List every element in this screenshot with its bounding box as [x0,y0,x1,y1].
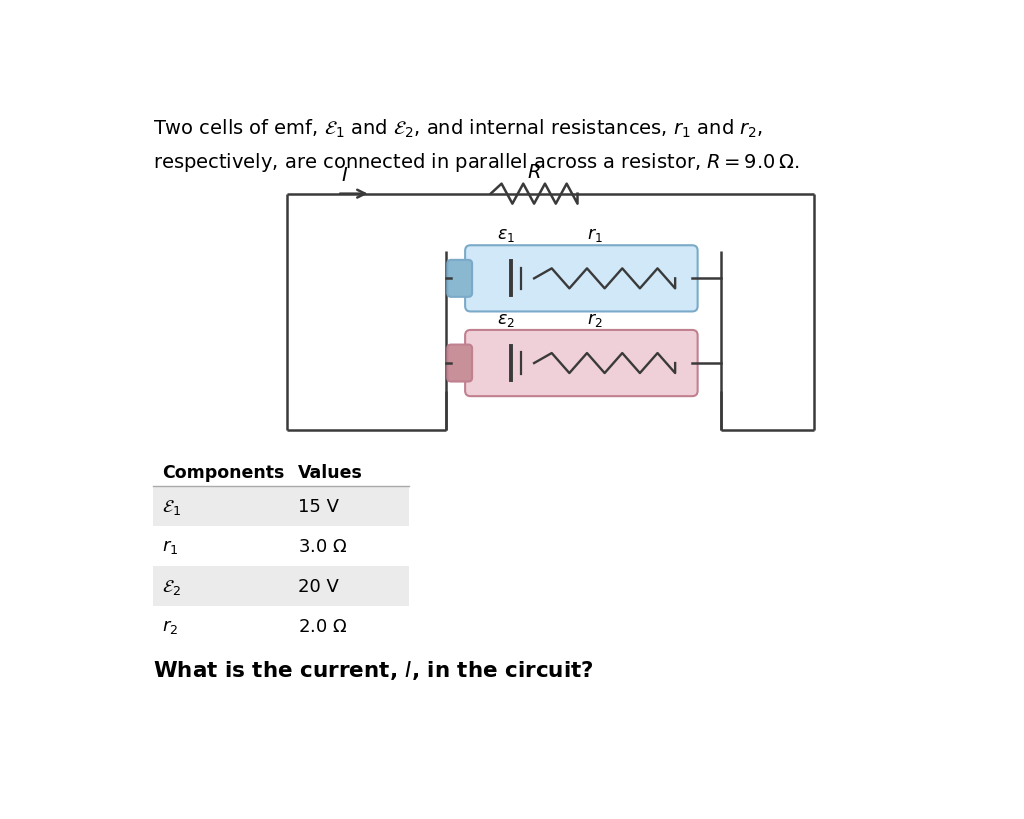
Text: Two cells of emf, $\mathcal{E}_1$ and $\mathcal{E}_2$, and internal resistances,: Two cells of emf, $\mathcal{E}_1$ and $\… [153,117,763,140]
FancyBboxPatch shape [447,260,472,297]
Text: $\varepsilon_2$: $\varepsilon_2$ [498,310,515,328]
Text: $r_1$: $r_1$ [162,537,178,555]
Text: $\varepsilon_1$: $\varepsilon_1$ [498,226,515,243]
Bar [153,486,409,527]
Bar [153,567,409,607]
FancyBboxPatch shape [465,331,697,396]
Text: What is the current, $I$, in the circuit?: What is the current, $I$, in the circuit… [153,658,594,681]
Text: $\mathcal{E}_1$: $\mathcal{E}_1$ [162,497,181,516]
Text: 3.0 $\Omega$: 3.0 $\Omega$ [298,537,347,555]
Text: $R$: $R$ [527,162,541,181]
FancyBboxPatch shape [447,345,472,382]
Text: $r_1$: $r_1$ [587,226,602,243]
Text: 20 V: 20 V [298,577,339,595]
Text: respectively, are connected in parallel across a resistor, $R = 9.0\,\Omega$.: respectively, are connected in parallel … [153,151,799,174]
FancyBboxPatch shape [465,246,697,312]
Text: Components: Components [162,464,285,482]
Text: $r_2$: $r_2$ [587,310,602,328]
Text: 15 V: 15 V [298,498,339,516]
Text: $\mathcal{E}_2$: $\mathcal{E}_2$ [162,577,181,596]
Text: 2.0 $\Omega$: 2.0 $\Omega$ [298,618,347,636]
Text: Values: Values [298,464,362,482]
Text: $r_2$: $r_2$ [162,618,178,636]
Text: $I$: $I$ [341,165,348,184]
